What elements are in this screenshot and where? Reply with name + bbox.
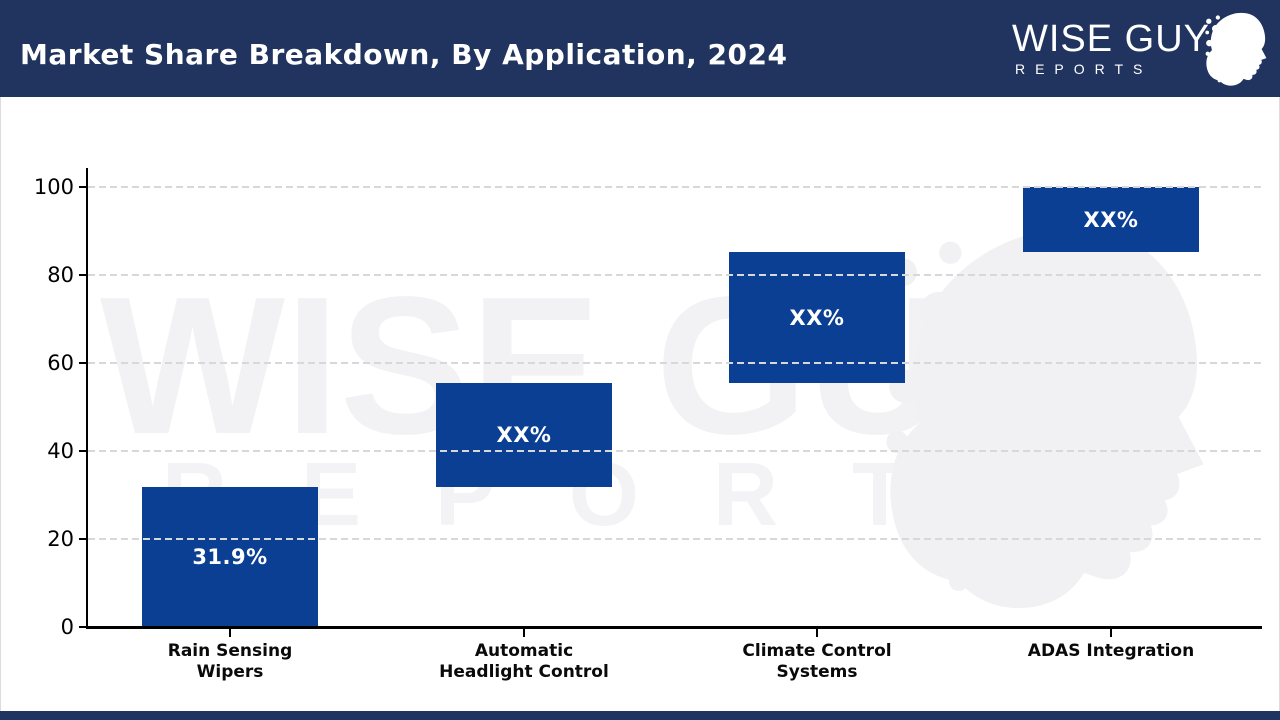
x-axis-label-line: Wipers (196, 661, 264, 682)
bar-automatic-headlight-control: XX% (436, 383, 612, 487)
y-tick-mark-40 (79, 450, 86, 452)
bar-value-label: XX% (1083, 207, 1139, 232)
logo-text-block: WISE GUY REPORTS (1011, 18, 1210, 77)
x-axis-label-climate-control-systems: Climate Control Systems (687, 641, 947, 682)
y-axis-spine (86, 168, 88, 629)
y-tick-label-80: 80 (47, 263, 74, 287)
y-tick-label-0: 0 (60, 615, 74, 639)
y-tick-mark-100 (79, 186, 86, 188)
y-tick-mark-20 (79, 538, 86, 540)
y-tick-label-60: 60 (47, 351, 74, 375)
bar-value-label: XX% (496, 422, 552, 447)
header-bar: Market Share Breakdown, By Application, … (0, 0, 1280, 97)
wise-guy-face-logo-icon (1204, 10, 1268, 88)
chart-title: Market Share Breakdown, By Application, … (20, 38, 788, 71)
y-tick-mark-0 (79, 626, 86, 628)
x-axis-label-line: Rain Sensing (167, 641, 293, 661)
gridline-40 (88, 450, 1262, 452)
y-tick-label-100: 100 (33, 175, 74, 199)
gridline-80 (88, 274, 1262, 276)
y-tick-mark-60 (79, 362, 86, 364)
x-tick-mark-climate-control-systems (816, 629, 818, 637)
logo-sub-text: REPORTS (1014, 60, 1153, 77)
x-axis-label-line: ADAS Integration (1027, 641, 1195, 661)
gridline-60 (88, 362, 1262, 364)
x-axis-label-line: Systems (776, 661, 858, 682)
wise-guy-logo: WISE GUY REPORTS (1012, 0, 1268, 97)
x-tick-mark-automatic-headlight-control (523, 629, 525, 637)
y-tick-label-40: 40 (47, 439, 74, 463)
x-axis-label-line: Climate Control (742, 641, 892, 661)
x-tick-mark-adas-integration (1110, 629, 1112, 637)
x-tick-mark-rain-sensing-wipers (229, 629, 231, 637)
bar-climate-control-systems: XX% (729, 252, 905, 384)
bar-value-label: 31.9% (192, 544, 268, 569)
x-axis-label-adas-integration: ADAS Integration (981, 641, 1241, 662)
wise-guy-face-watermark-icon (878, 222, 1212, 612)
x-axis-label-line: Automatic (474, 641, 574, 661)
gridline-100 (88, 186, 1262, 188)
gridline-20 (88, 538, 1262, 540)
bar-adas-integration: XX% (1023, 187, 1199, 253)
logo-brand-text: WISE GUY (1011, 18, 1210, 61)
bar-value-label: XX% (789, 305, 845, 330)
y-tick-label-20: 20 (47, 527, 74, 551)
x-axis-label-rain-sensing-wipers: Rain Sensing Wipers (100, 641, 360, 682)
x-axis-label-line: Headlight Control (439, 661, 609, 682)
x-axis-label-automatic-headlight-control: Automatic Headlight Control (394, 641, 654, 682)
bar-rain-sensing-wipers: 31.9% (142, 486, 318, 627)
x-axis-spine (86, 626, 1262, 629)
y-tick-mark-80 (79, 274, 86, 276)
footer-bar (0, 711, 1280, 720)
